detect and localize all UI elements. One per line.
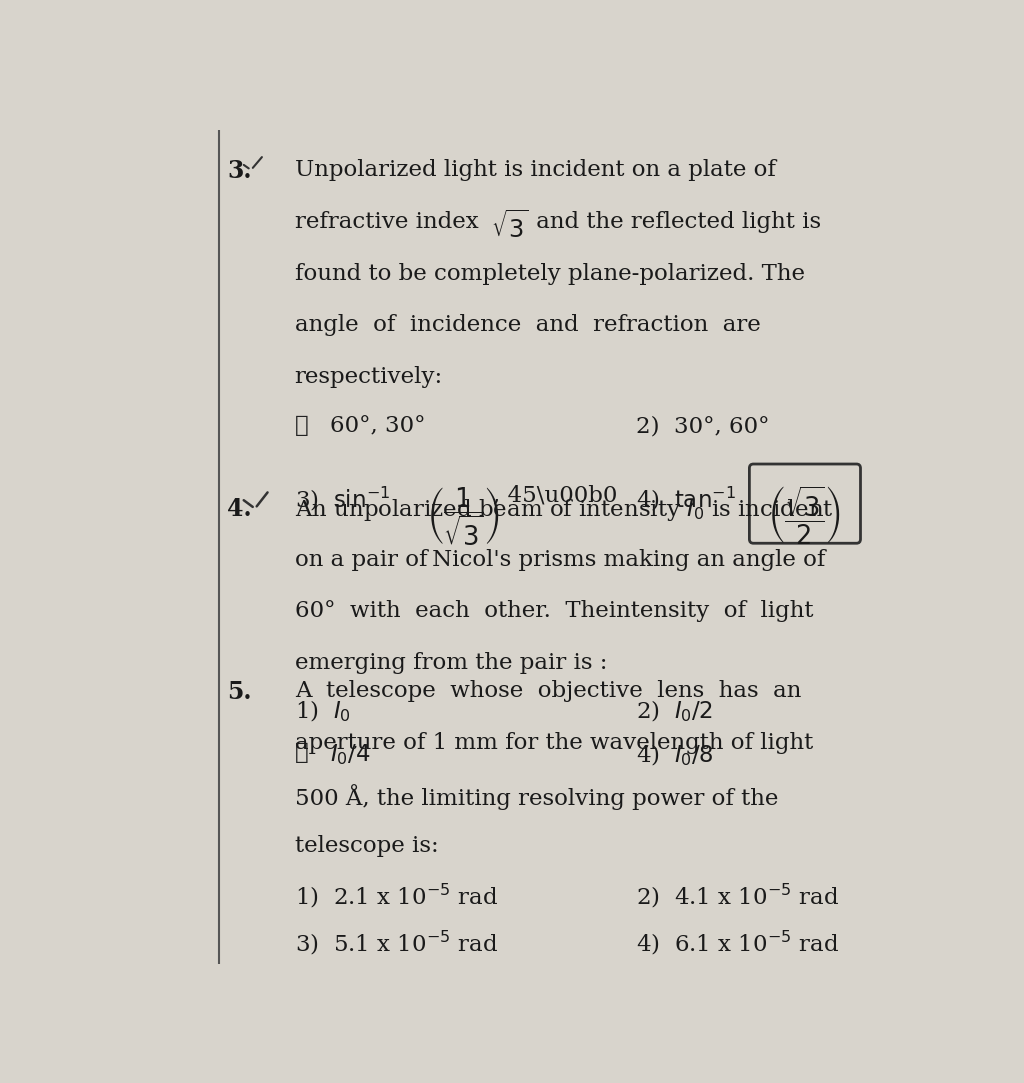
Text: angle  of  incidence  and  refraction  are: angle of incidence and refraction are: [295, 314, 761, 336]
Text: $I_0/4$: $I_0/4$: [331, 743, 371, 768]
Text: ✗: ✗: [295, 415, 308, 438]
Text: aperture of 1 mm for the wavelength of light: aperture of 1 mm for the wavelength of l…: [295, 732, 813, 754]
Text: 4)  6.1 x 10$^{-5}$ rad: 4) 6.1 x 10$^{-5}$ rad: [636, 928, 839, 956]
Text: telescope is:: telescope is:: [295, 835, 438, 858]
Text: respectively:: respectively:: [295, 366, 443, 388]
Text: A  telescope  whose  objective  lens  has  an: A telescope whose objective lens has an: [295, 680, 801, 703]
Text: on a pair of Nicol's prisms making an angle of: on a pair of Nicol's prisms making an an…: [295, 549, 825, 571]
Text: 500 Å, the limiting resolving power of the: 500 Å, the limiting resolving power of t…: [295, 784, 778, 810]
Text: An unpolarized beam of intensity $I_0$ is incident: An unpolarized beam of intensity $I_0$ i…: [295, 497, 834, 523]
Text: 3)  $\sin^{-1}$: 3) $\sin^{-1}$: [295, 485, 390, 513]
Text: 1)  $I_0$: 1) $I_0$: [295, 699, 350, 725]
Text: 2)  30°, 60°: 2) 30°, 60°: [636, 415, 769, 438]
Text: 5.: 5.: [227, 680, 252, 704]
Text: $\sqrt{3}$: $\sqrt{3}$: [492, 211, 529, 244]
Text: ✗: ✗: [295, 743, 308, 765]
Text: 60°  with  each  other.  Theintensity  of  light: 60° with each other. Theintensity of lig…: [295, 600, 813, 623]
Text: found to be completely plane-polarized. The: found to be completely plane-polarized. …: [295, 262, 805, 285]
Text: Unpolarized light is incident on a plate of: Unpolarized light is incident on a plate…: [295, 159, 775, 181]
Text: 2)  4.1 x 10$^{-5}$ rad: 2) 4.1 x 10$^{-5}$ rad: [636, 882, 839, 910]
Text: 60°, 30°: 60°, 30°: [331, 415, 426, 438]
Text: 3.: 3.: [227, 159, 252, 183]
Text: , 45\u00b0: , 45\u00b0: [494, 485, 617, 507]
Text: 3)  5.1 x 10$^{-5}$ rad: 3) 5.1 x 10$^{-5}$ rad: [295, 928, 498, 956]
Text: refractive index: refractive index: [295, 211, 485, 233]
Text: 2)  $I_0/2$: 2) $I_0/2$: [636, 699, 713, 725]
Text: 4.: 4.: [227, 497, 252, 521]
Text: $\left(\dfrac{\sqrt{3}}{2}\right)$: $\left(\dfrac{\sqrt{3}}{2}\right)$: [767, 485, 841, 547]
Text: and the reflected light is: and the reflected light is: [528, 211, 821, 233]
Text: emerging from the pair is :: emerging from the pair is :: [295, 652, 607, 674]
Text: 4)  $I_0/8$: 4) $I_0/8$: [636, 743, 713, 768]
Text: $\left(\dfrac{1}{\sqrt{3}}\right)$: $\left(\dfrac{1}{\sqrt{3}}\right)$: [426, 485, 500, 548]
Text: 1)  2.1 x 10$^{-5}$ rad: 1) 2.1 x 10$^{-5}$ rad: [295, 882, 498, 910]
Text: 4)  $\tan^{-1}$: 4) $\tan^{-1}$: [636, 485, 736, 513]
